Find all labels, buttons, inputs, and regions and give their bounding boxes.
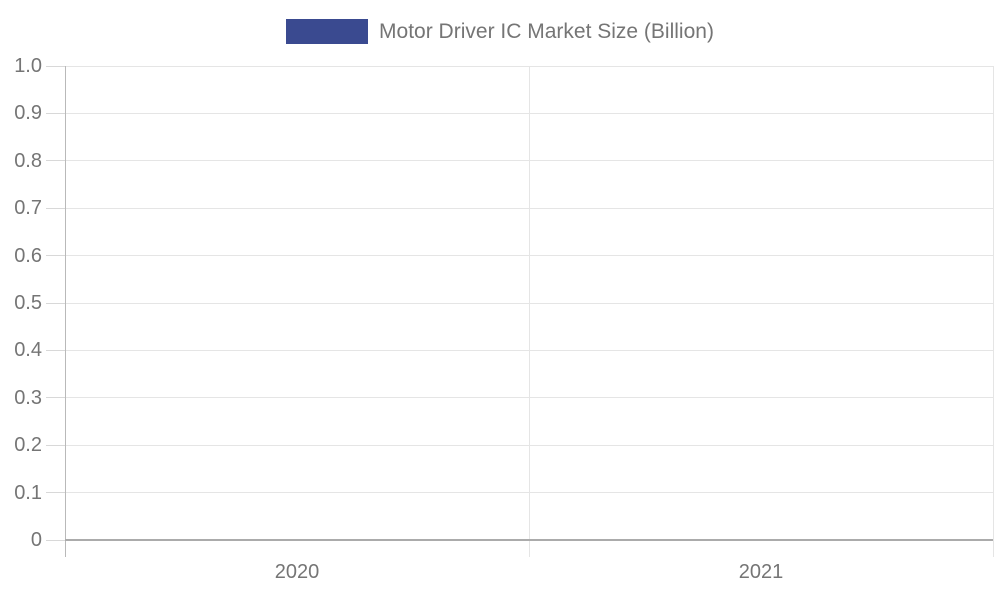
y-axis-tick: [46, 112, 65, 114]
y-axis-label: 0.7: [14, 197, 42, 220]
y-axis-tick: [46, 65, 65, 67]
y-axis-tick: [46, 207, 65, 209]
x-axis-line: [65, 539, 993, 541]
y-axis-label: 0.5: [14, 292, 42, 314]
y-axis-tick: [46, 397, 65, 399]
y-axis-tick: [46, 444, 65, 446]
y-axis-label: 1.0: [14, 55, 42, 77]
x-axis-label: 2020: [274, 561, 320, 583]
y-axis-tick: [46, 255, 65, 257]
y-axis-tick: [46, 349, 65, 351]
y-axis-label: 0: [30, 529, 42, 551]
x-gridline: [992, 66, 994, 557]
y-axis-tick: [46, 302, 65, 304]
y-axis-label: 0.8: [14, 149, 42, 172]
y-axis-tick: [46, 539, 65, 541]
legend-swatch[interactable]: [286, 19, 369, 44]
y-axis-tick: [46, 492, 65, 494]
y-axis-label: 0.3: [14, 386, 42, 409]
y-axis-label: 0.1: [14, 481, 42, 504]
x-axis-label: 2021: [738, 561, 784, 583]
legend-label[interactable]: Motor Driver IC Market Size (Billion): [379, 19, 714, 43]
y-axis-label: 0.9: [14, 102, 42, 125]
y-axis-tick: [46, 160, 65, 162]
y-axis-line: [65, 66, 66, 557]
x-gridline: [528, 66, 530, 557]
y-axis-label: 0.4: [14, 339, 42, 362]
legend: Motor Driver IC Market Size (Billion): [0, 19, 1000, 44]
y-axis-label: 0.6: [14, 244, 42, 267]
y-axis-label: 0.2: [14, 434, 42, 457]
